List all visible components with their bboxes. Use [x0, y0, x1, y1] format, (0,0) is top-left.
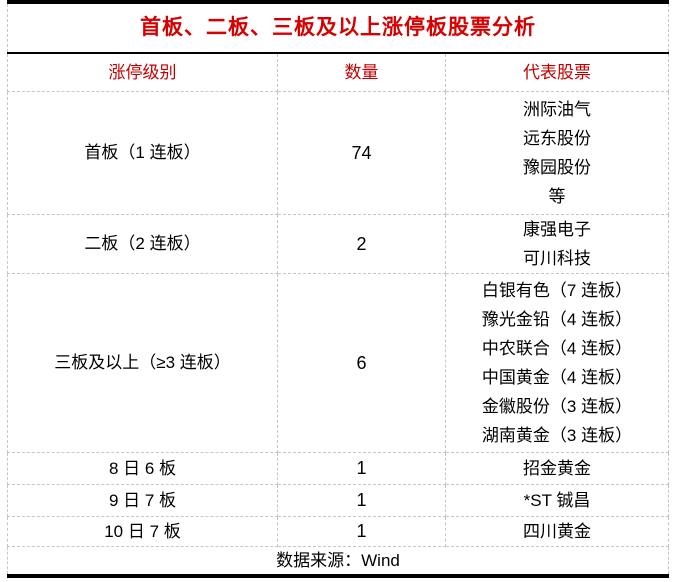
table-row: 首板（1 连板） 74 洲际油气 远东股份 豫园股份 等 — [7, 91, 670, 215]
level-cell: 9 日 7 板 — [7, 484, 278, 517]
title-row: 首板、二板、三板及以上涨停板股票分析 — [7, 2, 669, 54]
level-cell: 10 日 7 板 — [7, 516, 278, 547]
stock-name: 四川黄金 — [523, 522, 591, 541]
table-row: 10 日 7 板 1 四川黄金 — [7, 516, 670, 547]
stock-name: 豫园股份 — [523, 158, 591, 177]
count-cell: 2 — [277, 214, 446, 274]
level-cell: 三板及以上（≥3 连板） — [7, 273, 278, 453]
stock-name: 白银有色（7 连板） — [481, 281, 633, 300]
stock-name: 豫光金铅（4 连板） — [481, 310, 633, 329]
stocks-cell: 四川黄金 — [444, 516, 670, 547]
stocks-cell: *ST 铖昌 — [444, 484, 670, 517]
stocks-cell: 招金黄金 — [444, 452, 670, 485]
stock-name: 招金黄金 — [523, 459, 591, 478]
header-row: 涨停级别 数量 代表股票 — [7, 52, 670, 92]
count-cell: 6 — [277, 273, 446, 453]
level-cell: 二板（2 连板） — [7, 214, 278, 274]
col-header-limit-up-level: 涨停级别 — [7, 52, 278, 92]
stock-name: 中国黄金（4 连板） — [481, 368, 633, 387]
count-cell: 74 — [277, 91, 446, 215]
level-cell: 首板（1 连板） — [7, 91, 278, 215]
table-row: 8 日 6 板 1 招金黄金 — [7, 452, 670, 485]
stock-name: 可川科技 — [523, 249, 591, 268]
stocks-cell: 白银有色（7 连板） 豫光金铅（4 连板） 中农联合（4 连板） 中国黄金（4 … — [444, 273, 670, 453]
col-header-representative-stocks: 代表股票 — [444, 52, 670, 92]
stock-name: 金徽股份（3 连板） — [481, 397, 633, 416]
stock-name: 远东股份 — [523, 129, 591, 148]
count-cell: 1 — [277, 484, 446, 517]
stock-name: 中农联合（4 连板） — [481, 339, 633, 358]
table-row: 9 日 7 板 1 *ST 铖昌 — [7, 484, 670, 517]
count-cell: 1 — [277, 452, 446, 485]
count-cell: 1 — [277, 516, 446, 547]
level-cell: 8 日 6 板 — [7, 452, 278, 485]
table-title: 首板、二板、三板及以上涨停板股票分析 — [7, 2, 669, 54]
limit-up-analysis-table: 首板、二板、三板及以上涨停板股票分析 涨停级别 数量 代表股票 首板（1 连板）… — [7, 0, 670, 579]
stock-name: 湖南黄金（3 连板） — [481, 426, 633, 445]
stocks-cell: 康强电子 可川科技 — [444, 214, 670, 274]
stocks-cell: 洲际油气 远东股份 豫园股份 等 — [444, 91, 670, 215]
col-header-count: 数量 — [277, 52, 446, 92]
stock-name: 洲际油气 — [523, 100, 591, 119]
data-source: 数据来源：Wind — [7, 546, 669, 577]
table-row: 三板及以上（≥3 连板） 6 白银有色（7 连板） 豫光金铅（4 连板） 中农联… — [7, 273, 670, 453]
footer-row: 数据来源：Wind — [7, 546, 669, 577]
table-row: 二板（2 连板） 2 康强电子 可川科技 — [7, 214, 670, 274]
stock-name: *ST 铖昌 — [523, 491, 591, 510]
stock-name: 等 — [548, 187, 566, 206]
stock-name: 康强电子 — [523, 220, 591, 239]
